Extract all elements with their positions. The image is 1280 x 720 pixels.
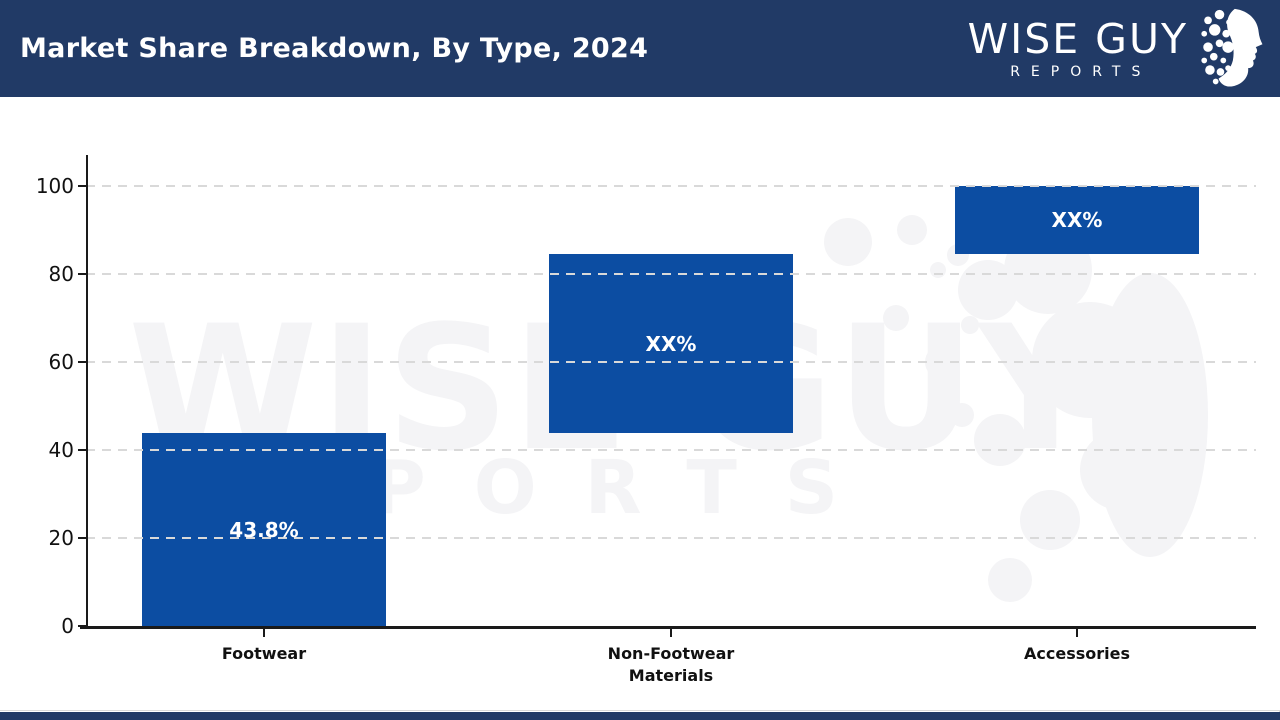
- grid-line: [86, 360, 1256, 363]
- x-category-label: Footwear: [221, 644, 307, 663]
- face-profile-icon: [1201, 8, 1263, 87]
- grid-line: [86, 184, 1256, 187]
- y-tick-mark: [78, 272, 86, 275]
- y-tick-mark: [78, 360, 86, 363]
- bar-value-label: XX%: [1051, 207, 1103, 232]
- x-tick-mark: [263, 629, 265, 637]
- bar: [142, 433, 386, 626]
- grid-line: [86, 448, 1256, 451]
- brand-logo-text: WISE GUY REPORTS: [967, 15, 1188, 80]
- y-tick-mark: [78, 184, 86, 187]
- brand-subtitle: REPORTS: [1010, 64, 1152, 80]
- y-tick-label: 0: [61, 614, 74, 638]
- chart-area: WISE GUY REPORTS 43.8% XX% XX% 0 20 40 60 80 100…: [0, 97, 1280, 711]
- x-axis-line: [80, 626, 1256, 629]
- y-tick-label: 20: [48, 525, 74, 550]
- y-tick-label: 80: [48, 261, 74, 286]
- y-tick-label: 60: [48, 349, 74, 374]
- brand-name: WISE GUY: [967, 15, 1188, 63]
- bar-value-label: XX%: [645, 331, 697, 356]
- bar: [955, 185, 1199, 255]
- y-axis-line: [86, 155, 88, 629]
- footer-bar: [0, 712, 1280, 720]
- y-tick-label: 40: [48, 437, 74, 462]
- watermark-face-icon: [824, 215, 1208, 602]
- page-title: Market Share Breakdown, By Type, 2024: [20, 33, 649, 64]
- bar: [549, 254, 793, 434]
- grid-line: [86, 536, 1256, 539]
- y-tick-mark: [78, 536, 86, 539]
- x-tick-mark: [670, 629, 672, 637]
- x-category-label: Accessories: [1024, 644, 1130, 663]
- x-tick-mark: [1076, 629, 1078, 637]
- header-bar: Market Share Breakdown, By Type, 2024 WI…: [0, 0, 1280, 97]
- bar-value-label: 43.8%: [229, 517, 299, 542]
- y-tick-label: 100: [35, 173, 74, 198]
- brand-logo: WISE GUY REPORTS: [968, 6, 1266, 92]
- grid-line: [86, 272, 1256, 275]
- y-tick-mark: [78, 448, 86, 451]
- x-category-label: Non-Footwear Materials: [607, 644, 735, 685]
- y-tick-mark: [78, 625, 86, 627]
